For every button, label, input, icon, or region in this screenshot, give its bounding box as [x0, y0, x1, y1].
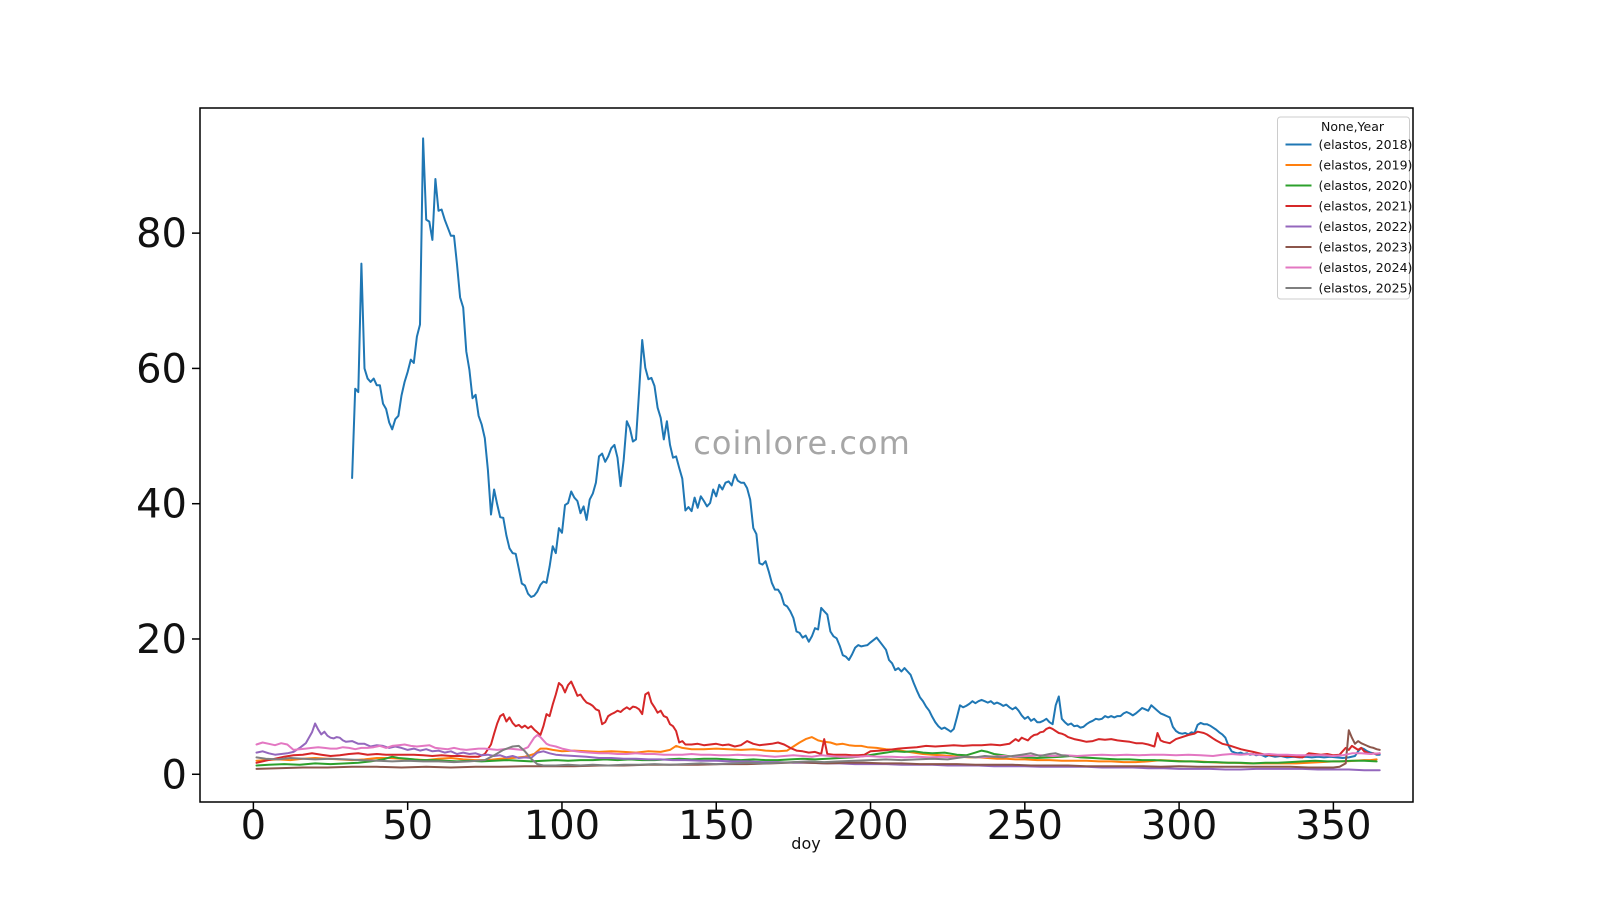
legend-item-label: (elastos, 2020) [1319, 178, 1413, 193]
plot-area [199, 107, 1414, 803]
legend-item-label: (elastos, 2023) [1319, 240, 1413, 255]
y-tick-label: 0 [162, 752, 187, 798]
x-tick-label: 0 [241, 803, 266, 849]
legend-item: (elastos, 2021) [1285, 199, 1413, 214]
legend-item: (elastos, 2024) [1285, 260, 1413, 275]
y-tick-label: 40 [136, 482, 187, 528]
legend-item-label: (elastos, 2025) [1319, 281, 1413, 296]
series-line-2021 [255, 680, 1381, 764]
legend: None,Year (elastos, 2018) (elastos, 2019) (… [1277, 116, 1413, 300]
legend-item-label: (elastos, 2018) [1319, 137, 1413, 152]
series-line-2018 [351, 137, 1381, 759]
x-tick-label: 200 [832, 803, 908, 849]
series-line-2022 [255, 722, 1381, 772]
legend-box [1277, 116, 1410, 300]
x-tick-label: 350 [1295, 803, 1371, 849]
watermark: coinlore.com [693, 424, 910, 462]
legend-item-label: (elastos, 2022) [1319, 219, 1413, 234]
x-tick-label: 100 [524, 803, 600, 849]
y-tick-label: 80 [136, 211, 187, 257]
x-tick-label: 150 [678, 803, 754, 849]
y-axis: 0 20 40 60 80 [136, 211, 200, 798]
series-line-2023 [255, 729, 1381, 770]
series-group [255, 137, 1381, 772]
x-axis-title: doy [791, 834, 820, 853]
legend-item-label: (elastos, 2024) [1319, 260, 1413, 275]
legend-item: (elastos, 2020) [1285, 178, 1413, 193]
legend-item: (elastos, 2022) [1285, 219, 1413, 234]
x-tick-label: 250 [987, 803, 1063, 849]
x-axis: 0 50 100 150 200 250 300 350 [241, 802, 1372, 849]
y-tick-label: 20 [136, 617, 187, 663]
x-tick-label: 300 [1141, 803, 1217, 849]
series-line-2024 [255, 734, 1381, 759]
legend-item-label: (elastos, 2021) [1319, 199, 1413, 214]
series-line-2025 [255, 744, 1069, 767]
legend-item-label: (elastos, 2019) [1319, 158, 1413, 173]
legend-item: (elastos, 2019) [1285, 158, 1413, 173]
legend-title: None,Year [1321, 119, 1385, 134]
legend-item: (elastos, 2018) [1285, 137, 1413, 152]
legend-item: (elastos, 2023) [1285, 240, 1413, 255]
x-tick-label: 50 [382, 803, 433, 849]
legend-item: (elastos, 2025) [1285, 281, 1413, 296]
y-tick-label: 60 [136, 346, 187, 392]
